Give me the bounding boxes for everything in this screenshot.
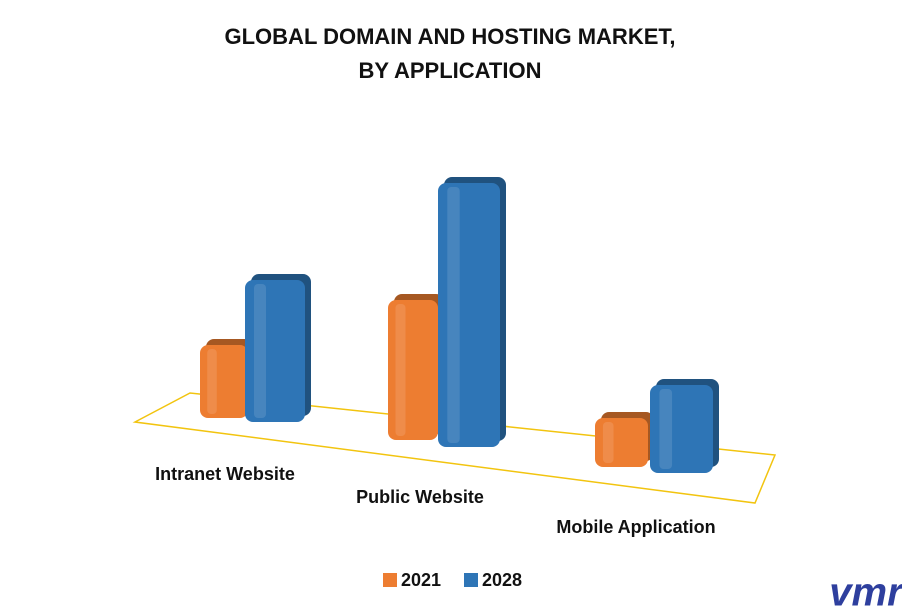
x-tick-label: Mobile Application bbox=[556, 517, 715, 537]
bar bbox=[388, 300, 438, 440]
bar-highlight bbox=[207, 349, 217, 414]
bar-highlight bbox=[602, 422, 614, 463]
bar bbox=[245, 280, 305, 422]
bar-highlight bbox=[447, 187, 460, 443]
legend-swatch bbox=[383, 573, 397, 587]
bar-highlight bbox=[659, 389, 673, 469]
logo: vmr bbox=[829, 571, 902, 615]
x-tick-label: Public Website bbox=[356, 487, 484, 507]
chart-subtitle: BY APPLICATION bbox=[359, 58, 542, 83]
legend-label: 2028 bbox=[482, 570, 522, 590]
bar-highlight bbox=[254, 284, 266, 418]
x-tick-label: Intranet Website bbox=[155, 464, 295, 484]
legend-swatch bbox=[464, 573, 478, 587]
bar bbox=[438, 183, 500, 447]
bar-highlight bbox=[395, 304, 406, 436]
bar bbox=[650, 385, 713, 473]
chart-title: GLOBAL DOMAIN AND HOSTING MARKET, bbox=[225, 24, 676, 49]
floor bbox=[132, 392, 777, 504]
bar bbox=[595, 418, 648, 467]
legend-label: 2021 bbox=[401, 570, 441, 590]
bar bbox=[200, 345, 248, 418]
